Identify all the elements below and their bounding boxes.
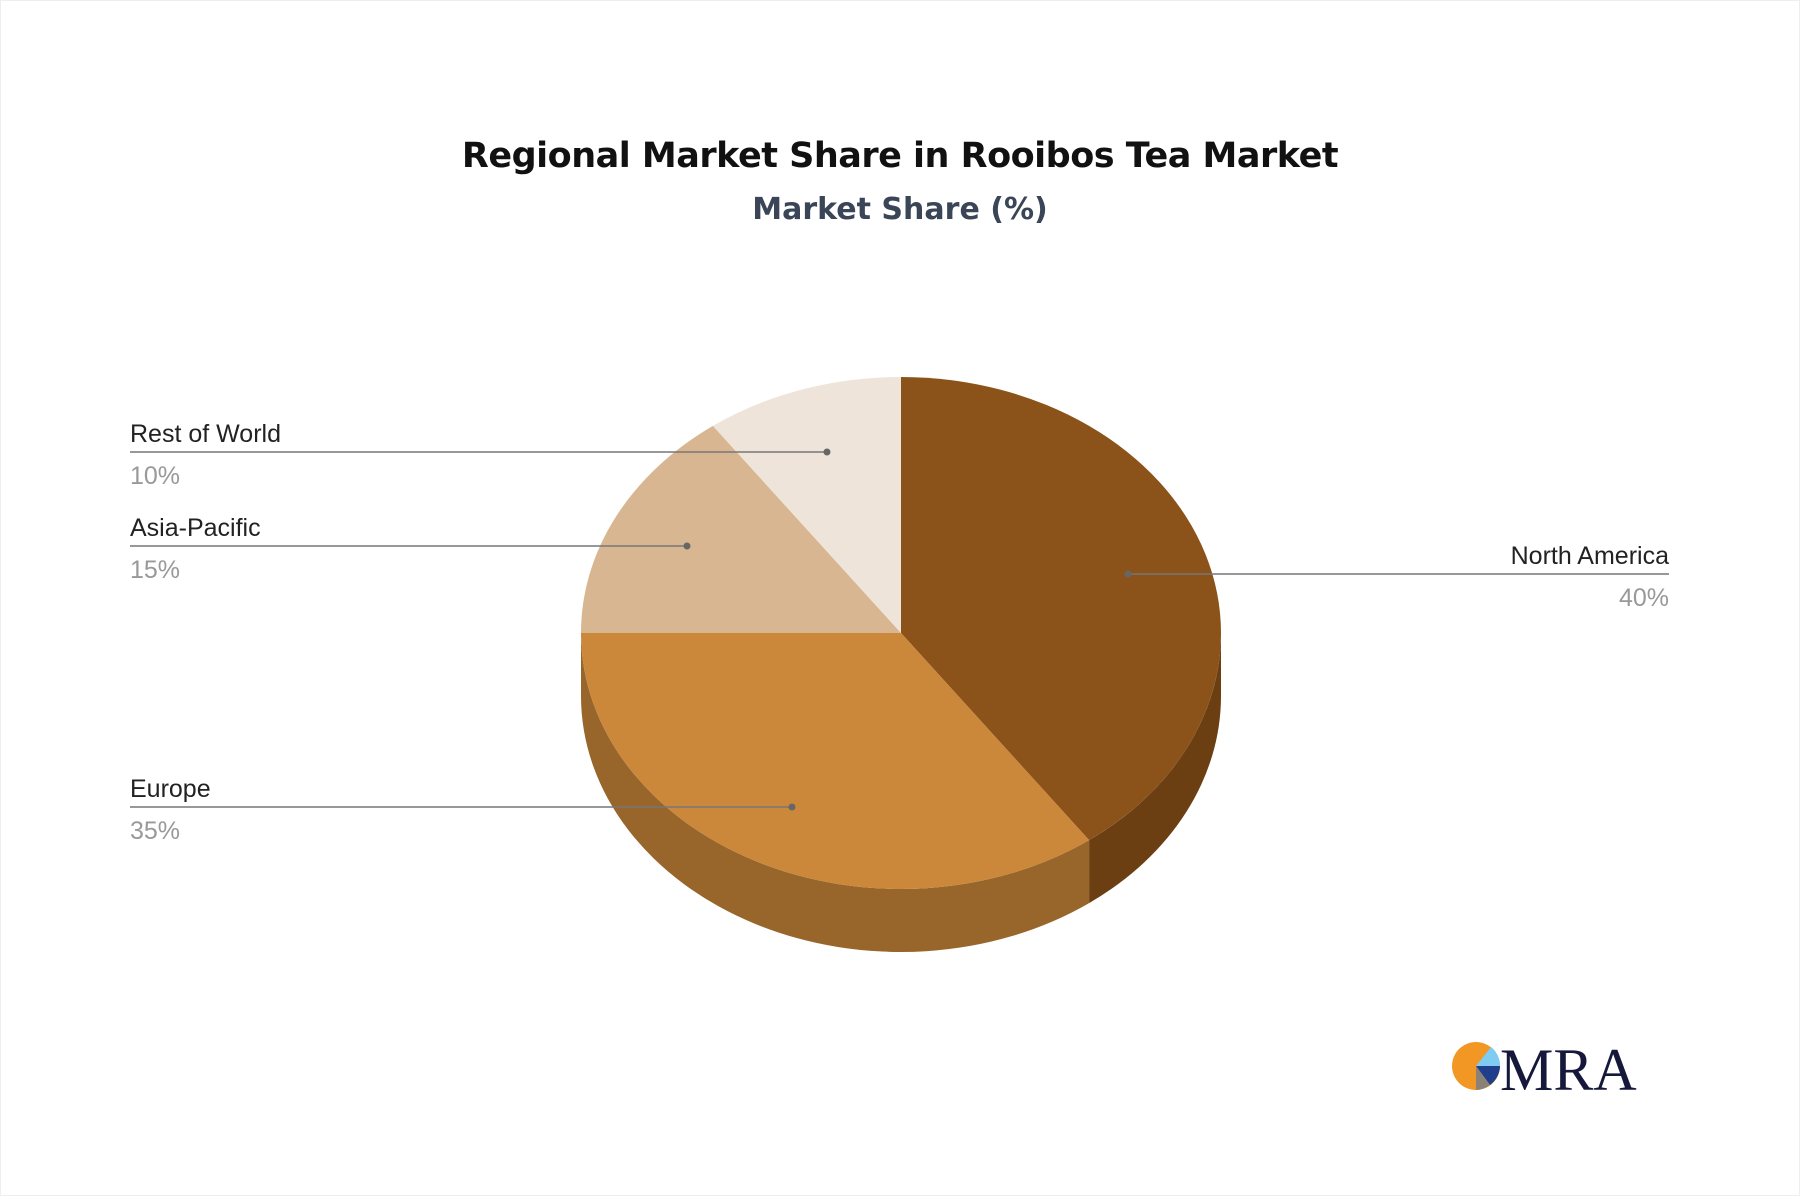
slice-label: North America: [1511, 542, 1669, 570]
pie-slice-rest-of-world: [712, 377, 901, 633]
leader-dot: [1124, 570, 1132, 578]
pie-slice-north-america: [901, 377, 1221, 841]
chart-subtitle: Market Share (%): [752, 192, 1048, 227]
slice-label: Europe: [130, 775, 211, 803]
pie-side-0: [1089, 633, 1221, 904]
leader-dot: [823, 448, 831, 456]
slice-value-label: 35%: [130, 817, 180, 845]
chart-title: Regional Market Share in Rooibos Tea Mar…: [461, 136, 1339, 176]
leader-dot: [683, 542, 691, 550]
slice-label: Rest of World: [130, 420, 281, 448]
slice-value-label: 40%: [1619, 584, 1669, 612]
slice-label: Asia-Pacific: [130, 514, 261, 542]
logo-text: MRA: [1500, 1040, 1637, 1100]
mra-logo: MRA: [1452, 1040, 1637, 1100]
pie-slice-europe: [581, 633, 1090, 889]
slice-value-label: 10%: [130, 462, 180, 490]
pie-slice-asia-pacific: [581, 425, 901, 633]
pie-side-1: [581, 633, 1090, 952]
slice-value-label: 15%: [130, 556, 180, 584]
leader-dot: [788, 803, 796, 811]
